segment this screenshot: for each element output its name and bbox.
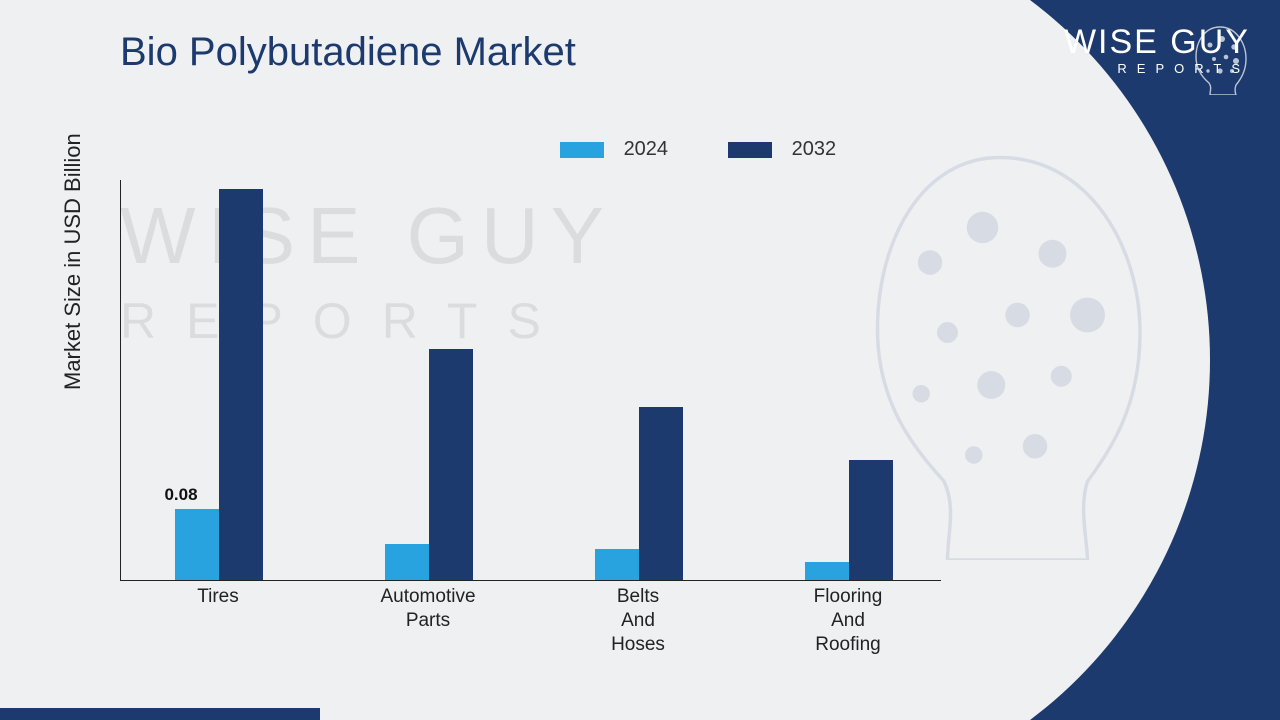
page-title: Bio Polybutadiene Market <box>120 30 576 75</box>
bottom-stripe <box>0 708 320 720</box>
legend-label-2024: 2024 <box>624 138 669 160</box>
logo-head-icon <box>1190 25 1250 95</box>
legend-swatch-2024 <box>560 142 604 158</box>
legend-swatch-2032 <box>728 142 772 158</box>
brand-logo: WISE GUY REPORTS <box>1064 25 1250 76</box>
legend-item-2032: 2032 <box>728 138 836 161</box>
legend-label-2032: 2032 <box>792 138 837 160</box>
bar <box>805 562 849 580</box>
category-label: Tires <box>148 585 288 609</box>
bar-group <box>369 349 489 580</box>
bar <box>849 460 893 580</box>
bar <box>385 544 429 580</box>
bar <box>175 509 219 580</box>
bar <box>639 407 683 580</box>
category-label: BeltsAndHoses <box>568 585 708 656</box>
bar-group <box>579 407 699 580</box>
bar <box>429 349 473 580</box>
legend-item-2024: 2024 <box>560 138 668 161</box>
chart-legend: 2024 2032 <box>560 138 836 161</box>
y-axis-label: Market Size in USD Billion <box>60 133 86 390</box>
category-label: AutomotiveParts <box>358 585 498 633</box>
bar <box>219 189 263 580</box>
bar <box>595 549 639 580</box>
bar-group <box>159 189 279 580</box>
stage: WISE GUY REPORTS Bio Polybutadiene Marke… <box>0 0 1280 720</box>
plot-area: 0.08 <box>120 180 941 581</box>
bar-group <box>789 460 909 580</box>
bar-chart: 0.08 TiresAutomotivePartsBeltsAndHosesFl… <box>120 180 940 600</box>
category-label: FlooringAndRoofing <box>778 585 918 656</box>
